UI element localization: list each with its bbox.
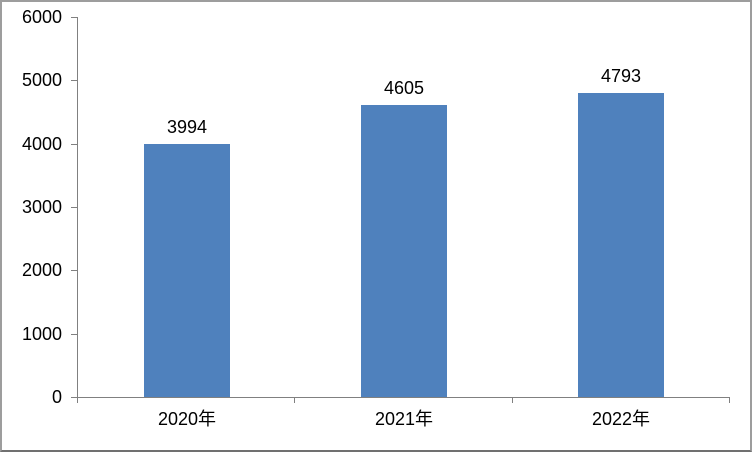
y-tick-label: 2000	[21, 260, 62, 280]
x-category-label: 2022年	[591, 409, 651, 429]
bar-value-label: 4793	[600, 66, 642, 86]
x-axis-line	[77, 397, 730, 398]
y-tick-label: 4000	[21, 134, 62, 154]
y-tick-label: 3000	[21, 197, 62, 217]
y-tick-label: 0	[51, 387, 62, 407]
bar	[144, 144, 230, 397]
y-axis-tick-mark	[71, 144, 77, 145]
bar	[361, 105, 447, 397]
y-axis-tick-mark	[71, 270, 77, 271]
x-axis-tick-mark	[512, 398, 513, 403]
y-axis-tick-mark	[71, 334, 77, 335]
bar	[578, 93, 664, 397]
y-axis-tick-mark	[71, 397, 77, 398]
y-axis-line	[77, 17, 78, 398]
bar-value-label: 3994	[166, 117, 208, 137]
y-axis-tick-mark	[71, 80, 77, 81]
x-axis-tick-mark	[77, 398, 78, 403]
y-tick-label: 6000	[21, 7, 62, 27]
x-axis-tick-mark	[294, 398, 295, 403]
x-axis-tick-mark	[729, 398, 730, 403]
y-axis-tick-mark	[71, 207, 77, 208]
y-tick-label: 5000	[21, 70, 62, 90]
x-category-label: 2020年	[157, 409, 217, 429]
y-axis-tick-mark	[71, 17, 77, 18]
y-tick-label: 1000	[21, 324, 62, 344]
x-category-label: 2021年	[374, 409, 434, 429]
bar-value-label: 4605	[383, 78, 425, 98]
